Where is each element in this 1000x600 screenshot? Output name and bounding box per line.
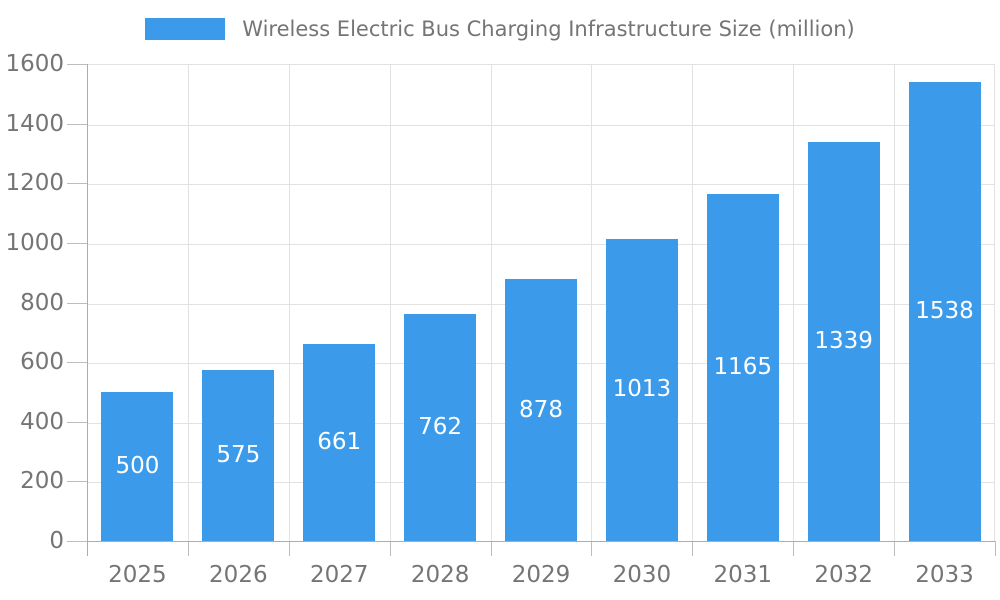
bar-2030[interactable]: 1013 xyxy=(605,238,678,541)
bar-value-label: 575 xyxy=(216,441,261,468)
bar-value-label: 1165 xyxy=(713,353,773,380)
x-axis-tick xyxy=(591,541,593,556)
x-axis-tick xyxy=(187,541,189,556)
y-tick-label: 1000 xyxy=(5,229,64,256)
bar-2029[interactable]: 878 xyxy=(505,279,577,541)
bar-2028[interactable]: 762 xyxy=(404,313,477,541)
x-axis-tick xyxy=(894,541,896,556)
x-tick-label: 2025 xyxy=(108,562,167,588)
bar-2025[interactable]: 500 xyxy=(101,391,174,541)
x-axis-tick xyxy=(995,541,996,556)
bar-2032[interactable]: 1339 xyxy=(807,141,880,541)
y-tick-label: 800 xyxy=(20,289,64,316)
x-tick-label: 2030 xyxy=(612,562,672,588)
bar-value-label: 500 xyxy=(115,452,160,479)
legend: Wireless Electric Bus Charging Infrastru… xyxy=(0,17,1000,41)
bar-2031[interactable]: 1165 xyxy=(706,193,779,541)
x-axis-tick xyxy=(389,541,391,556)
bar-2033[interactable]: 1538 xyxy=(908,82,981,541)
y-axis-tick xyxy=(67,242,87,244)
legend-item[interactable]: Wireless Electric Bus Charging Infrastru… xyxy=(145,17,855,41)
y-axis-tick xyxy=(67,183,87,185)
y-gridline xyxy=(87,243,994,245)
x-axis-tick xyxy=(490,541,492,556)
bar-value-label: 762 xyxy=(418,413,463,440)
y-axis-tick xyxy=(67,362,87,364)
y-axis-line xyxy=(87,64,88,556)
legend-series-label: Wireless Electric Bus Charging Infrastru… xyxy=(242,17,855,41)
y-tick-label: 1400 xyxy=(5,110,64,137)
x-gridline xyxy=(187,65,189,541)
y-gridline xyxy=(87,184,994,186)
x-gridline xyxy=(692,65,694,541)
x-axis-tick xyxy=(692,541,694,556)
bar-value-label: 1339 xyxy=(814,327,873,354)
y-axis-tick xyxy=(67,123,87,125)
bar-value-label: 661 xyxy=(317,428,362,455)
x-tick-label: 2031 xyxy=(713,562,773,588)
x-gridline xyxy=(793,65,795,541)
y-gridline xyxy=(87,124,994,126)
x-tick-label: 2032 xyxy=(814,562,873,588)
bar-2027[interactable]: 661 xyxy=(303,343,376,541)
x-gridline xyxy=(490,65,492,541)
y-axis-tick xyxy=(67,421,87,423)
bar-2026[interactable]: 575 xyxy=(202,369,275,541)
y-axis-tick xyxy=(67,541,87,542)
y-tick-label: 0 xyxy=(49,528,64,554)
x-axis-tick xyxy=(793,541,795,556)
y-tick-label: 1600 xyxy=(5,51,64,77)
x-axis-line xyxy=(87,541,995,542)
y-tick-label: 400 xyxy=(20,408,64,435)
x-tick-label: 2027 xyxy=(309,562,369,588)
bar-value-label: 1013 xyxy=(612,376,672,403)
x-gridline xyxy=(288,65,290,541)
y-tick-label: 200 xyxy=(20,468,64,495)
y-tick-label: 1200 xyxy=(5,170,64,197)
x-gridline xyxy=(591,65,593,541)
bar-value-label: 1538 xyxy=(915,298,974,325)
x-tick-label: 2028 xyxy=(410,562,470,588)
legend-swatch-icon xyxy=(145,18,226,40)
y-axis-tick xyxy=(67,302,87,304)
y-axis-tick xyxy=(67,64,87,65)
y-tick-label: 600 xyxy=(20,349,64,376)
bar-value-label: 878 xyxy=(519,396,563,423)
x-gridline xyxy=(389,65,391,541)
x-axis-tick xyxy=(288,541,290,556)
x-tick-label: 2026 xyxy=(209,562,268,588)
x-tick-label: 2029 xyxy=(511,562,571,588)
x-tick-label: 2033 xyxy=(915,562,974,588)
y-axis-tick xyxy=(67,481,87,483)
x-gridline xyxy=(894,65,896,541)
